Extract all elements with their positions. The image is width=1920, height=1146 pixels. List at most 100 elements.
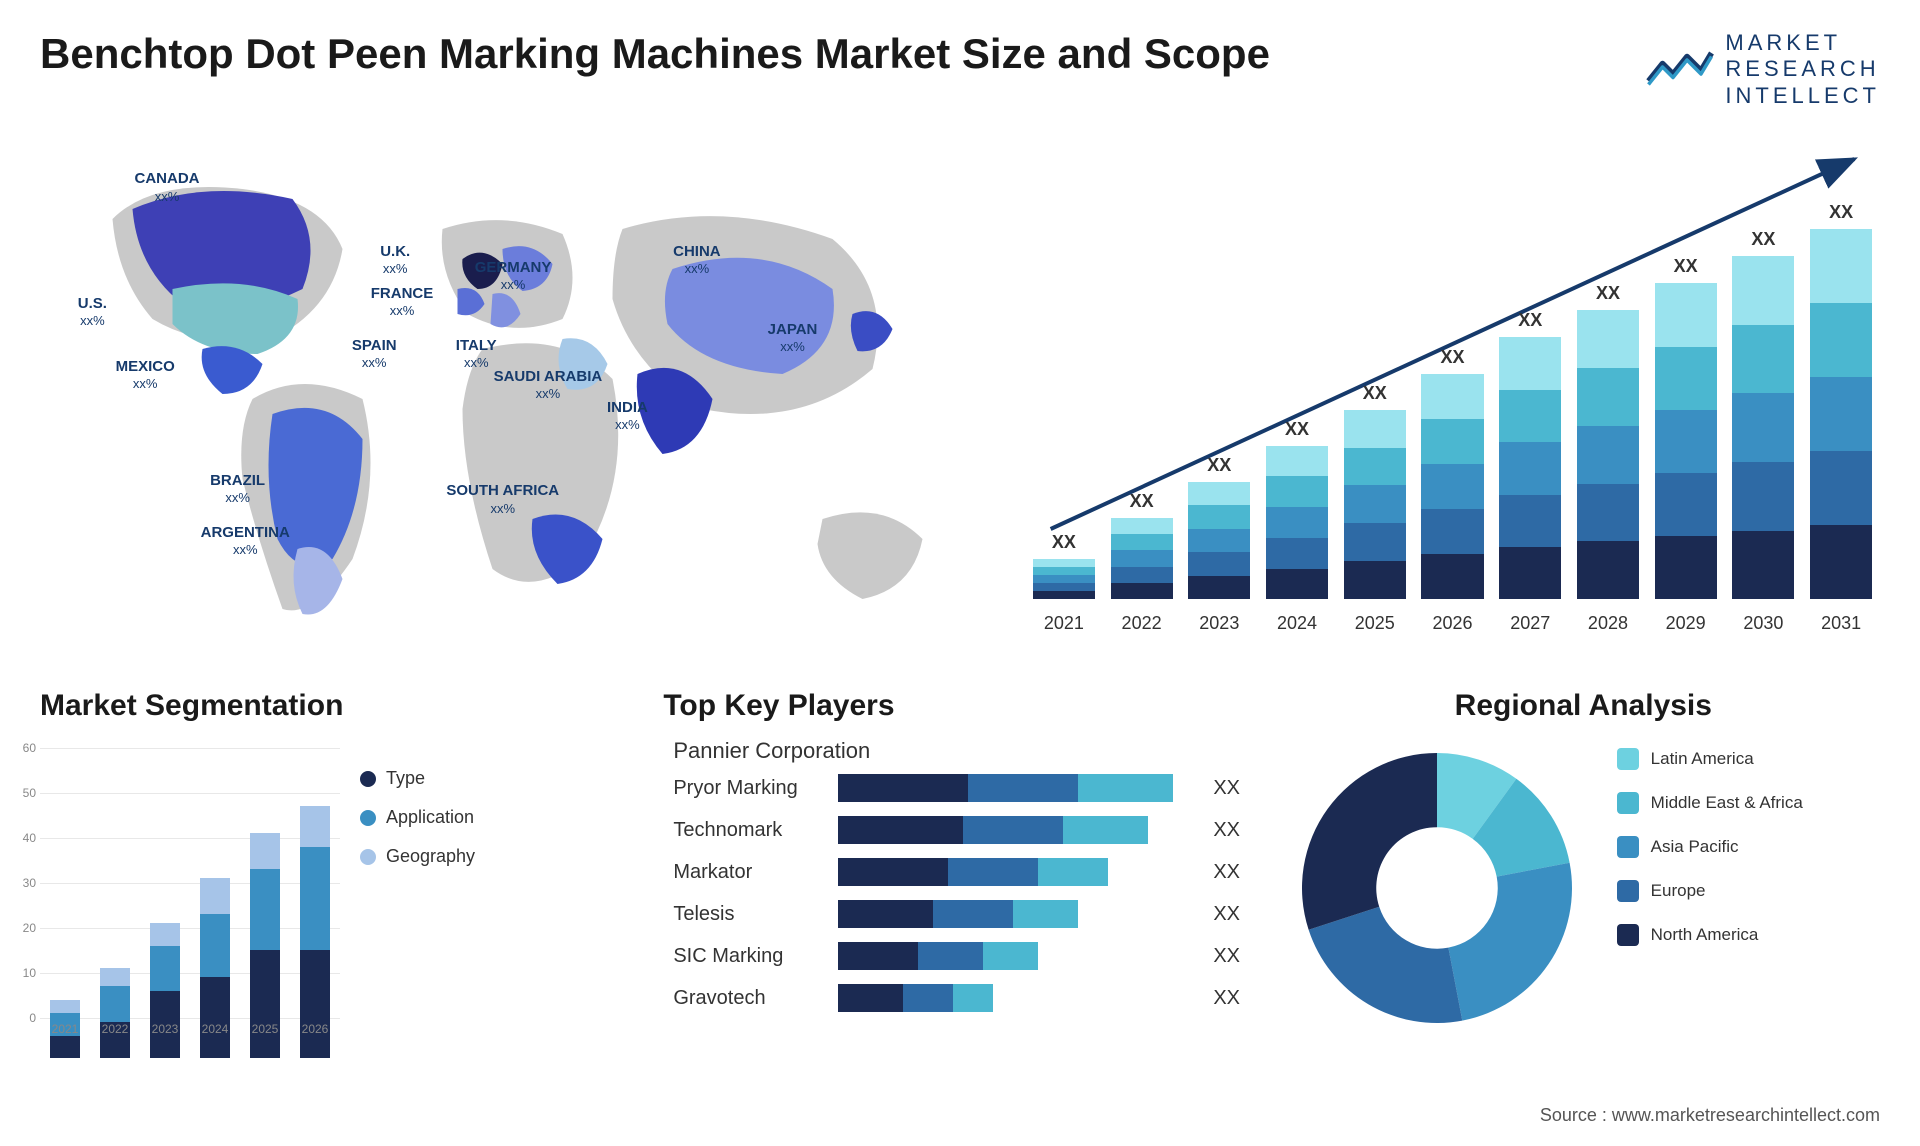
player-name: Gravotech [673, 987, 823, 1010]
seg-bar-segment [150, 923, 180, 946]
map-label: BRAZILxx% [210, 472, 265, 507]
seg-bar-segment [300, 847, 330, 951]
legend-dot-icon [360, 810, 376, 826]
player-value: XX [1213, 819, 1240, 842]
legend-dot-icon [360, 849, 376, 865]
page-title: Benchtop Dot Peen Marking Machines Marke… [40, 30, 1270, 78]
player-bar-segment [983, 942, 1038, 970]
growth-bar-segment [1655, 410, 1717, 473]
segmentation-title: Market Segmentation [40, 689, 633, 723]
player-bar-segment [933, 900, 1013, 928]
logo-mark-icon [1645, 42, 1715, 97]
y-tick-label: 0 [29, 1011, 40, 1025]
y-tick-label: 20 [23, 921, 40, 935]
seg-x-label: 2023 [152, 1022, 179, 1036]
growth-bar-segment [1111, 567, 1173, 583]
growth-bar-label: XX [1207, 455, 1231, 476]
donut-legend-item: Asia Pacific [1617, 836, 1803, 858]
source-attribution: Source : www.marketresearchintellect.com [1540, 1105, 1880, 1126]
player-bar-segment [838, 774, 968, 802]
donut-slice [1308, 907, 1462, 1023]
regional-title: Regional Analysis [1287, 689, 1880, 723]
grid-line [40, 793, 340, 794]
player-value: XX [1213, 861, 1240, 884]
regional-donut [1287, 738, 1587, 1038]
legend-label: North America [1651, 925, 1759, 945]
seg-bar-segment [250, 950, 280, 1058]
donut-legend-item: Middle East & Africa [1617, 792, 1803, 814]
legend-label: Europe [1651, 881, 1706, 901]
seg-bar-segment [100, 968, 130, 986]
player-value: XX [1213, 903, 1240, 926]
growth-bar-segment [1810, 525, 1872, 599]
player-row: TechnomarkXX [673, 816, 1256, 844]
logo-text: MARKET RESEARCH INTELLECT [1725, 30, 1880, 109]
growth-bar-segment [1421, 374, 1483, 419]
seg-bar-segment [200, 977, 230, 1058]
donut-legend-item: North America [1617, 924, 1803, 946]
growth-bar-segment [1810, 377, 1872, 451]
seg-x-label: 2021 [52, 1022, 79, 1036]
growth-bar-segment [1810, 451, 1872, 525]
growth-bar-segment [1577, 484, 1639, 542]
growth-bar-segment [1266, 507, 1328, 538]
seg-x-label: 2025 [252, 1022, 279, 1036]
donut-legend-item: Europe [1617, 880, 1803, 902]
growth-x-label: 2030 [1743, 613, 1783, 634]
map-label: ITALYxx% [456, 337, 497, 372]
map-label: GERMANYxx% [475, 259, 552, 294]
legend-label: Middle East & Africa [1651, 793, 1803, 813]
growth-bar-segment [1188, 576, 1250, 599]
growth-bar-segment [1577, 368, 1639, 426]
growth-x-label: 2025 [1355, 613, 1395, 634]
growth-x-label: 2027 [1510, 613, 1550, 634]
y-tick-label: 30 [23, 876, 40, 890]
map-label: CANADAxx% [135, 170, 200, 205]
growth-bar-segment [1344, 561, 1406, 599]
growth-bar-segment [1033, 559, 1095, 567]
growth-bar-segment [1421, 509, 1483, 554]
seg-legend-item: Type [360, 768, 475, 789]
growth-bar-segment [1421, 554, 1483, 599]
y-tick-label: 50 [23, 786, 40, 800]
seg-bar-segment [200, 914, 230, 977]
legend-swatch-icon [1617, 748, 1639, 770]
growth-bar-segment [1732, 462, 1794, 531]
growth-bar-segment [1577, 541, 1639, 599]
growth-bar-segment [1033, 567, 1095, 575]
grid-line [40, 928, 340, 929]
player-bar-segment [953, 984, 993, 1012]
player-bar-segment [948, 858, 1038, 886]
seg-bar-segment [200, 878, 230, 914]
map-label: U.S.xx% [78, 295, 107, 330]
player-bar [838, 900, 1198, 928]
growth-bar-segment [1421, 464, 1483, 509]
growth-bar-label: XX [1518, 310, 1542, 331]
seg-x-label: 2022 [102, 1022, 129, 1036]
growth-bar-segment [1421, 419, 1483, 464]
player-name: SIC Marking [673, 945, 823, 968]
brand-logo: MARKET RESEARCH INTELLECT [1645, 30, 1880, 109]
legend-swatch-icon [1617, 792, 1639, 814]
segmentation-chart: 0102030405060202120222023202420252026 [40, 738, 340, 1058]
growth-bar-segment [1732, 256, 1794, 325]
growth-bar-segment [1188, 529, 1250, 552]
growth-bar-segment [1266, 538, 1328, 569]
growth-x-label: 2031 [1821, 613, 1861, 634]
growth-bar-segment [1188, 505, 1250, 528]
donut-legend-item: Latin America [1617, 748, 1803, 770]
seg-bar-segment [150, 946, 180, 991]
map-label: SAUDI ARABIAxx% [494, 368, 603, 403]
legend-swatch-icon [1617, 924, 1639, 946]
growth-bar-segment [1732, 325, 1794, 394]
growth-bar-segment [1111, 534, 1173, 550]
player-bar-segment [1013, 900, 1078, 928]
y-tick-label: 60 [23, 741, 40, 755]
growth-x-label: 2024 [1277, 613, 1317, 634]
growth-bar-segment [1344, 485, 1406, 523]
growth-x-label: 2022 [1122, 613, 1162, 634]
growth-bar-segment [1111, 550, 1173, 566]
legend-label: Asia Pacific [1651, 837, 1739, 857]
map-label: SOUTH AFRICAxx% [446, 482, 559, 517]
growth-bar-segment [1266, 569, 1328, 600]
